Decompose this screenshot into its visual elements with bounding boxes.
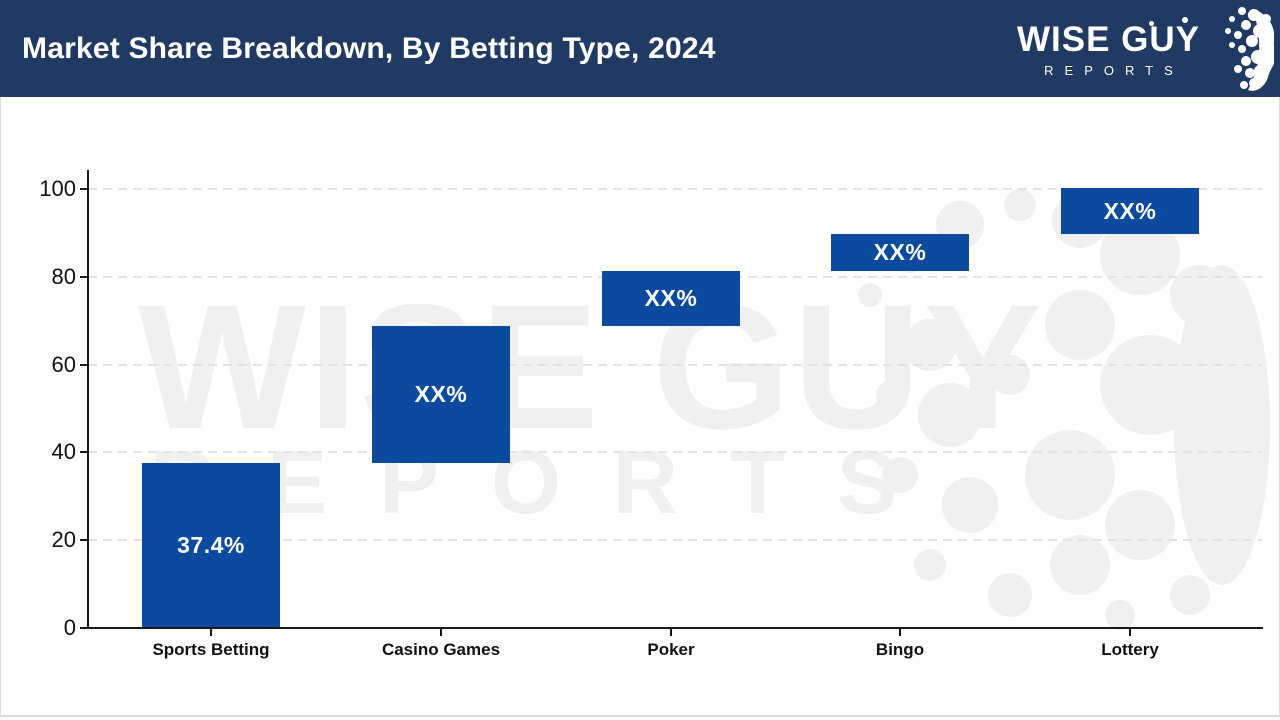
bar-value-label: 37.4% — [177, 531, 245, 558]
brand-logo-text: WISE GUY REPORTS — [1016, 17, 1200, 78]
gridline-100 — [88, 188, 1262, 190]
gridline-20 — [88, 539, 1262, 541]
y-tick-0 — [80, 627, 87, 629]
left-border — [0, 97, 1, 717]
y-tick-label-0: 0 — [63, 615, 76, 640]
brand-name: WISE GUY — [1016, 20, 1200, 59]
x-label-bingo: Bingo — [875, 640, 925, 659]
y-tick-60 — [80, 364, 87, 366]
bar-value-label: XX% — [644, 285, 698, 311]
y-tick-label-60: 60 — [51, 352, 76, 377]
bar-lottery: XX% — [1061, 188, 1199, 234]
bar-sports-betting: 37.4% — [142, 463, 280, 627]
bar-poker: XX% — [602, 271, 740, 326]
gridline-40 — [88, 451, 1262, 453]
x-axis — [87, 627, 1263, 629]
bar-bingo: XX% — [831, 234, 969, 271]
logo-dot-icon — [1149, 21, 1154, 26]
y-tick-label-20: 20 — [51, 527, 76, 552]
bar-casino-games: XX% — [372, 326, 510, 463]
gridline-60 — [88, 364, 1262, 366]
y-tick-label-100: 100 — [39, 176, 76, 201]
x-label-lottery: Lottery — [1101, 640, 1159, 659]
y-axis — [87, 170, 89, 629]
y-tick-label-40: 40 — [51, 439, 76, 464]
y-tick-100 — [80, 188, 87, 190]
x-label-poker: Poker — [647, 640, 695, 659]
x-label-sports-betting: Sports Betting — [152, 640, 270, 659]
x-tick-poker — [670, 629, 672, 636]
brand-logo: WISE GUY REPORTS — [1017, 4, 1274, 94]
y-tick-40 — [80, 451, 87, 453]
x-label-casino-games: Casino Games — [381, 640, 501, 659]
x-tick-sports-betting — [210, 629, 212, 636]
x-tick-bingo — [899, 629, 901, 636]
bottom-border — [0, 715, 1280, 717]
brand-subname: REPORTS — [1044, 63, 1184, 78]
bar-value-label: XX% — [873, 239, 927, 265]
header-bar: Market Share Breakdown, By Betting Type,… — [0, 0, 1280, 97]
bar-value-label: XX% — [1103, 197, 1157, 224]
x-tick-lottery — [1129, 629, 1131, 636]
y-tick-20 — [80, 539, 87, 541]
x-tick-casino-games — [440, 629, 442, 636]
logo-face-icon — [1225, 7, 1274, 91]
y-tick-80 — [80, 276, 87, 278]
page-title: Market Share Breakdown, By Betting Type,… — [22, 32, 716, 65]
logo-dot-icon — [1182, 17, 1188, 23]
y-tick-label-80: 80 — [51, 264, 76, 289]
watermark-text: WISE GUY — [138, 267, 1045, 466]
bar-value-label: XX% — [414, 381, 468, 407]
